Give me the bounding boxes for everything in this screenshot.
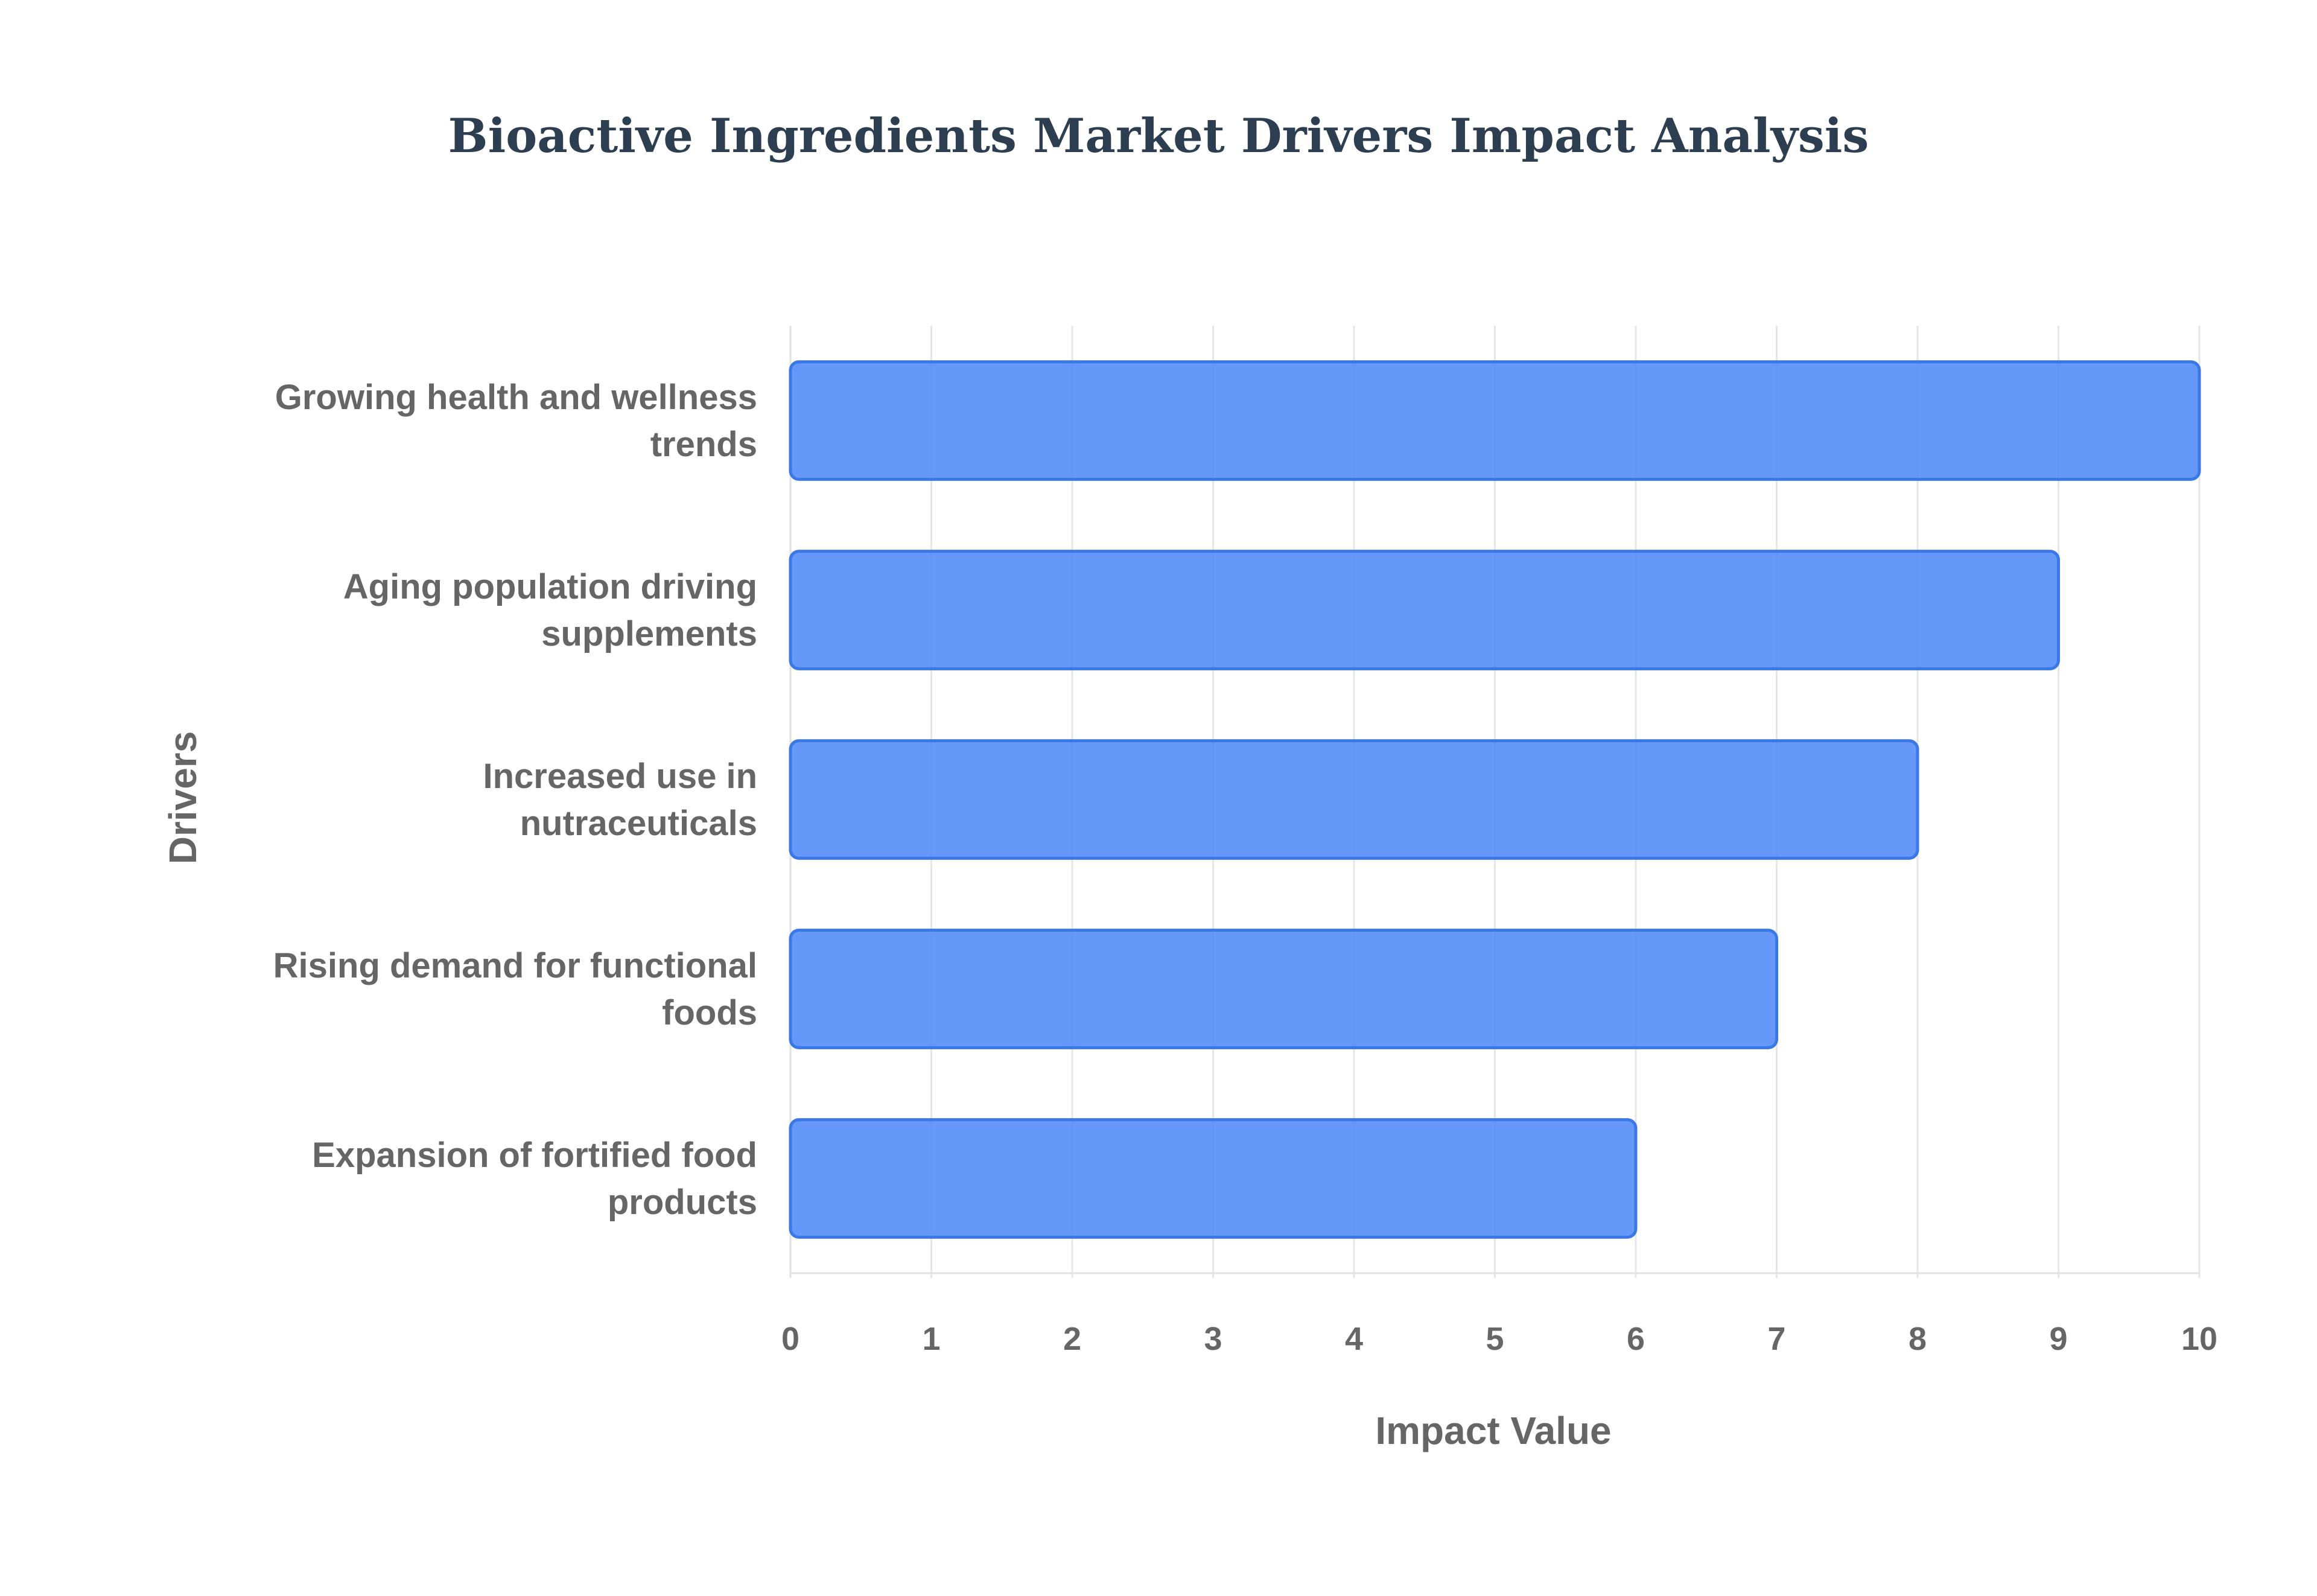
x-tick-label: 1 [922, 1321, 940, 1357]
x-tick-label: 8 [1909, 1321, 1927, 1357]
y-category-label: Aging population driving supplements [343, 567, 757, 653]
y-category-label: Growing health and wellness trends [275, 378, 757, 464]
bar-5 [789, 1118, 1638, 1239]
x-tick-label: 10 [2181, 1321, 2217, 1357]
x-tick-label: 6 [1627, 1321, 1645, 1357]
y-category-label-line: trends [650, 425, 757, 464]
x-tick-label: 7 [1767, 1321, 1785, 1357]
x-axis-title: Impact Value [1375, 1409, 1611, 1452]
x-tick-label: 5 [1486, 1321, 1504, 1357]
y-category-label-line: Increased use in [483, 757, 757, 796]
y-axis-categories: Growing health and wellness trends Aging p… [273, 378, 757, 1222]
y-category-label-line: nutraceuticals [520, 804, 757, 843]
y-category-label-line: foods [662, 993, 757, 1032]
x-axis-ticks: 0 1 2 3 4 5 6 7 8 9 10 [781, 1321, 2217, 1357]
x-tick-label: 3 [1204, 1321, 1222, 1357]
y-category-label: Increased use in nutraceuticals [483, 757, 757, 843]
y-category-label-line: Aging population driving [343, 567, 757, 606]
bars [789, 360, 2201, 1239]
y-category-label-line: Rising demand for functional [273, 946, 757, 985]
bar-2 [789, 550, 2060, 670]
chart-title: Bioactive Ingredients Market Drivers Imp… [448, 109, 1869, 164]
y-category-label: Expansion of fortified food products [312, 1136, 757, 1222]
y-category-label-line: supplements [541, 614, 757, 653]
x-tick-label: 0 [781, 1321, 799, 1357]
bar-1 [789, 360, 2201, 481]
x-tick-label: 2 [1063, 1321, 1081, 1357]
y-category-label-line: Expansion of fortified food [312, 1136, 757, 1175]
y-category-label-line: products [608, 1183, 757, 1222]
bar-3 [789, 739, 1919, 860]
bar-4 [789, 929, 1778, 1049]
y-category-label: Rising demand for functional foods [273, 946, 757, 1032]
y-category-label-line: Growing health and wellness [275, 378, 757, 417]
x-tick-label: 4 [1345, 1321, 1363, 1357]
x-tick-label: 9 [2049, 1321, 2067, 1357]
y-axis-title: Drivers [161, 731, 205, 865]
